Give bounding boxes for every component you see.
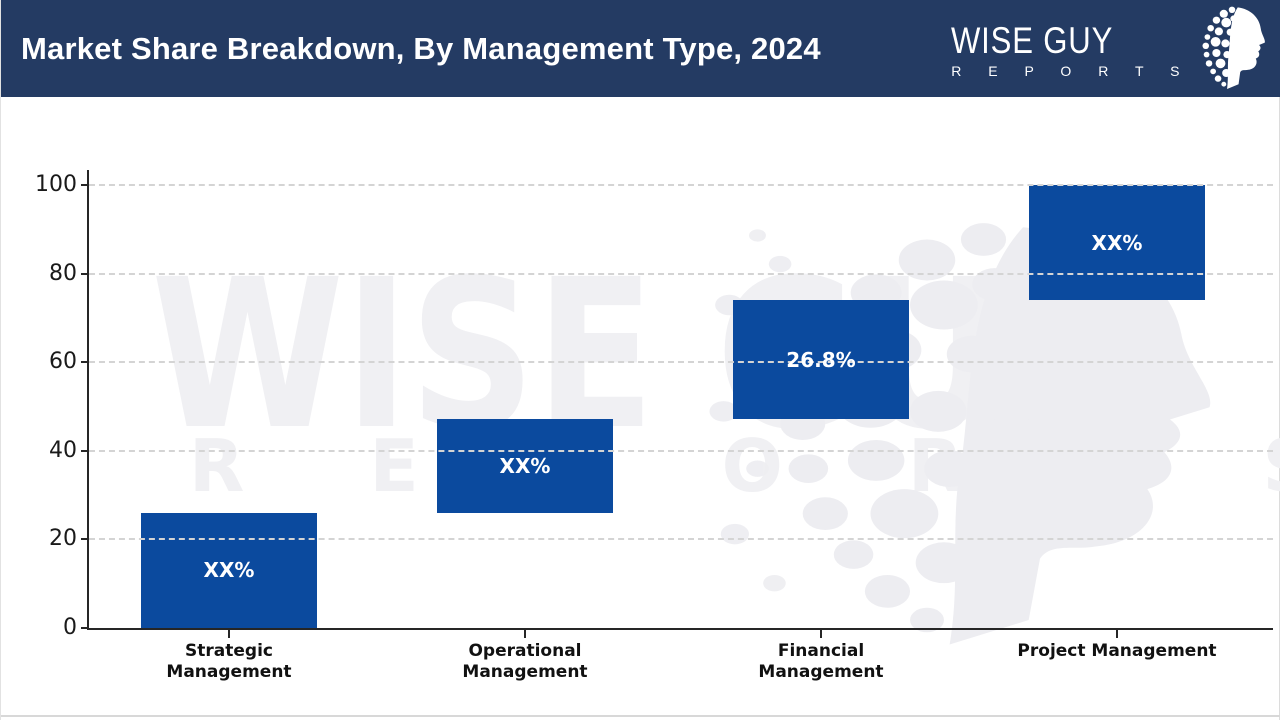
logo-face-icon <box>1202 6 1265 90</box>
x-category-label: Financial Management <box>691 641 951 683</box>
bar-value-label: XX% <box>499 453 551 478</box>
bar-value-label: 26.8% <box>786 347 856 372</box>
y-tick-mark <box>81 272 89 275</box>
y-tick-label: 20 <box>49 526 77 552</box>
bar-segment <box>437 418 613 513</box>
wiseguy-logo: WISE GUY R E P O R T S <box>951 0 1273 97</box>
y-tick-label: 100 <box>35 172 77 197</box>
y-gridline <box>89 361 1273 364</box>
x-category-label-line: Operational <box>468 641 582 661</box>
x-category-label-line: Management <box>758 662 884 682</box>
bottom-divider <box>1 715 1280 717</box>
x-category-label-line: Financial <box>777 641 865 661</box>
y-tick-label: 80 <box>49 260 77 286</box>
x-category-label: Operational Management <box>395 641 655 683</box>
logo-wordmark: WISE GUY <box>951 20 1114 61</box>
bar-value-label: XX% <box>203 558 255 583</box>
x-category-label: Strategic Management <box>99 641 359 683</box>
x-category-label-line: Strategic <box>185 641 273 661</box>
bar-segment <box>733 300 909 419</box>
y-tick-label: 40 <box>49 437 77 463</box>
y-gridline <box>89 449 1273 452</box>
y-tick-label: 0 <box>63 615 77 640</box>
y-gridline <box>89 538 1273 541</box>
y-tick-label: 60 <box>49 349 77 375</box>
x-category-label-line: Management <box>462 662 588 682</box>
bar-segment <box>141 512 317 628</box>
y-gridline <box>89 272 1273 275</box>
logo-text: WISE GUY R E P O R T S <box>951 22 1191 79</box>
x-tick-mark <box>1116 630 1118 638</box>
x-axis-line <box>87 628 1273 630</box>
header-bar: Market Share Breakdown, By Management Ty… <box>1 0 1280 97</box>
x-tick-mark <box>524 630 526 638</box>
bar-value-label: XX% <box>1091 230 1143 255</box>
y-tick-mark <box>81 538 89 541</box>
page-title: Market Share Breakdown, By Management Ty… <box>21 30 821 66</box>
x-category-label-line: Management <box>166 662 292 682</box>
x-tick-mark <box>820 630 822 638</box>
y-tick-mark <box>81 449 89 452</box>
y-axis-line <box>87 170 89 630</box>
y-tick-mark <box>81 361 89 364</box>
y-tick-mark <box>81 184 89 186</box>
x-category-label: Project Management <box>987 641 1247 662</box>
x-tick-mark <box>228 630 230 638</box>
x-category-label-line: Project Management <box>1017 641 1217 661</box>
y-tick-mark <box>81 627 89 629</box>
y-gridline <box>89 184 1273 186</box>
logo-subtitle: R E P O R T S <box>951 63 1191 79</box>
bar-segment <box>1029 185 1205 301</box>
